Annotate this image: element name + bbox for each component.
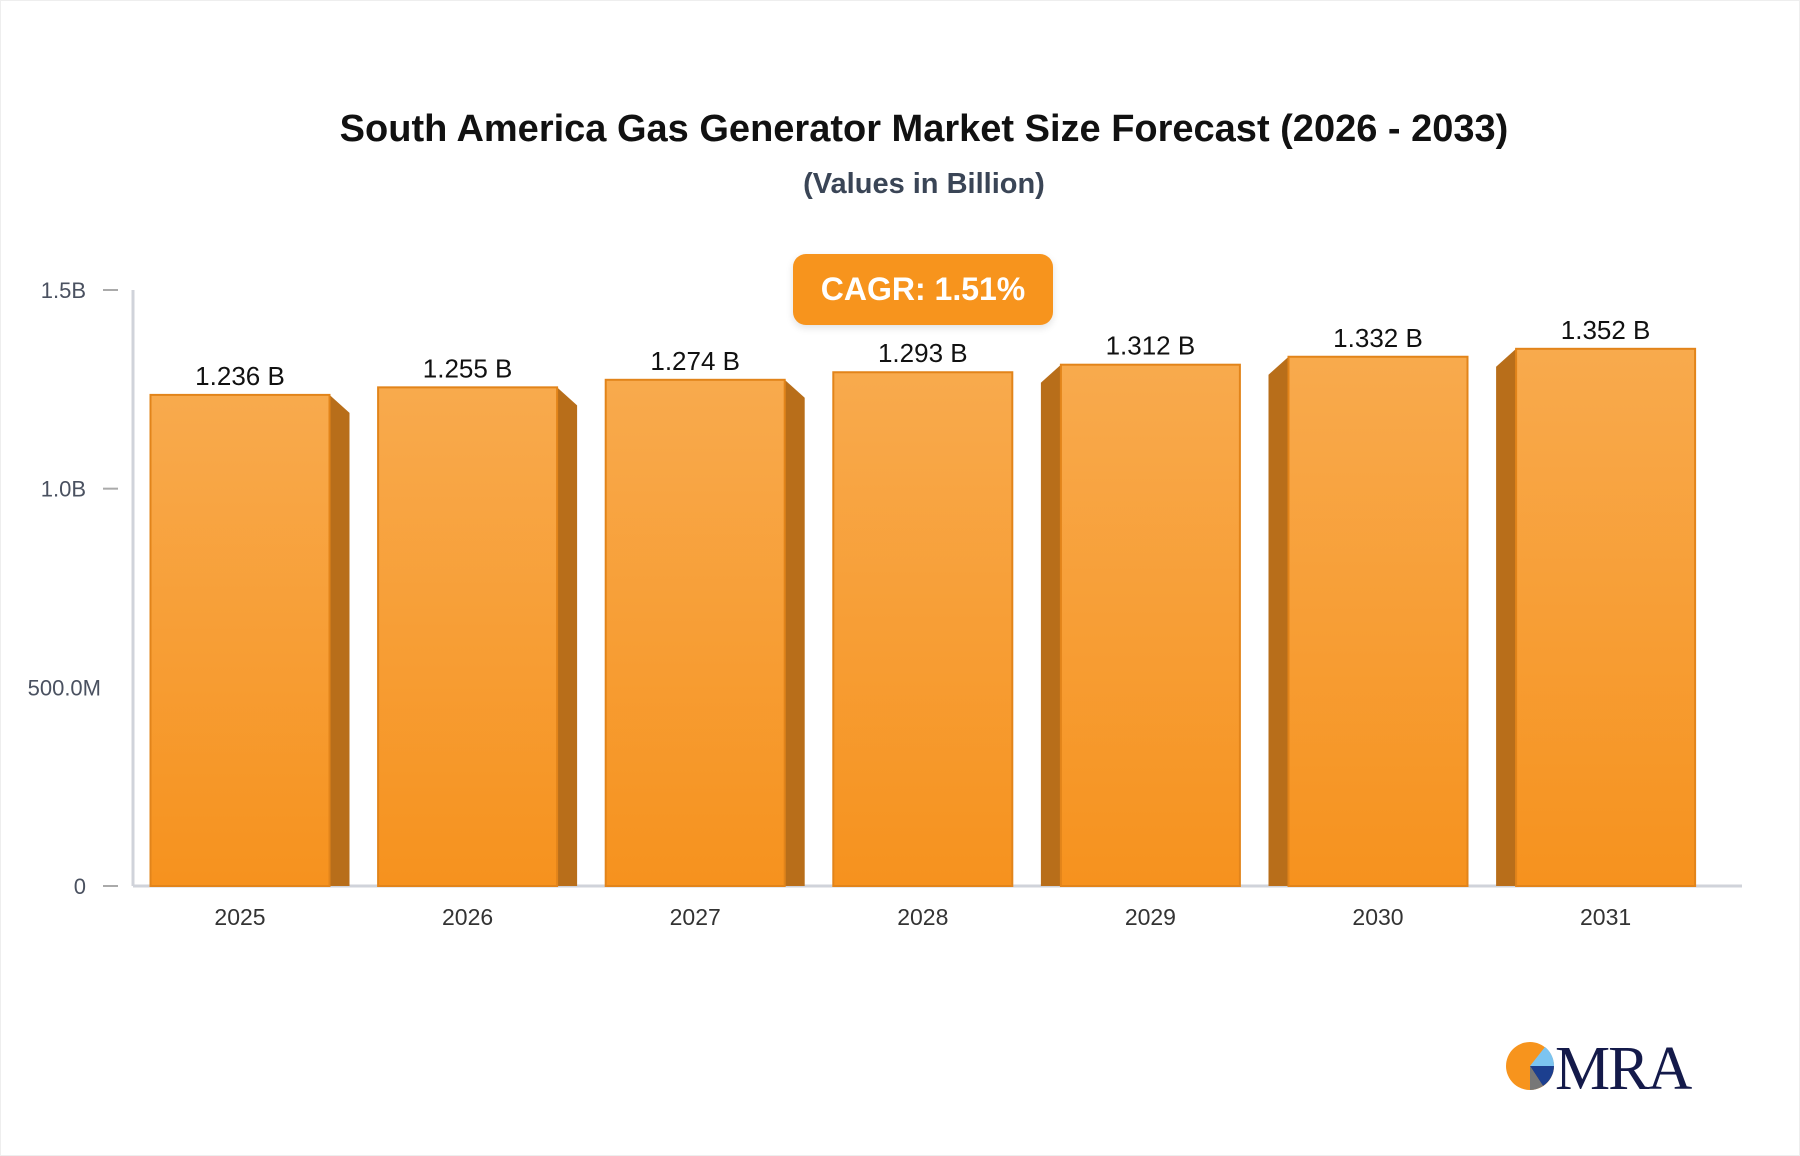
data-label: 1.236 B [195, 361, 285, 391]
bar-2031 [1515, 347, 1697, 887]
bar-2029 [1059, 363, 1241, 887]
data-label: 1.274 B [650, 346, 740, 376]
x-tick-label: 2030 [1352, 904, 1403, 930]
y-tick-label: 1.5B [41, 278, 86, 303]
x-tick-label: 2031 [1580, 904, 1631, 930]
bar-2025 [149, 393, 331, 887]
data-label: 1.332 B [1333, 323, 1423, 353]
bar-side [557, 387, 578, 886]
data-label: 1.293 B [878, 338, 968, 368]
chart-title: South America Gas Generator Market Size … [339, 108, 1509, 150]
x-tick-label: 2029 [1125, 904, 1176, 930]
bar-2027 [604, 378, 786, 887]
pie-logo-icon [1506, 1042, 1555, 1090]
bar-2028 [832, 371, 1014, 887]
data-label: 1.255 B [423, 353, 513, 383]
bar-side [329, 394, 350, 886]
bar-side [1268, 356, 1289, 886]
x-tick-label: 2028 [897, 904, 948, 930]
x-tick-label: 2026 [442, 904, 493, 930]
chart-subtitle: (Values in Billion) [803, 168, 1045, 200]
data-label: 1.352 B [1561, 315, 1651, 345]
mra-logo: MRA [1505, 1035, 1695, 1103]
logo-text: MRA [1555, 1035, 1692, 1103]
y-tick-label: 0 [74, 874, 86, 899]
y-tick-label: 500.0M [28, 675, 101, 700]
y-tick-label: 1.0B [41, 477, 86, 502]
cagr-badge: CAGR: 1.51% [793, 254, 1053, 325]
x-tick-label: 2025 [214, 904, 265, 930]
data-label: 1.312 B [1106, 331, 1196, 361]
bar-side [1496, 348, 1517, 887]
bar-side [784, 379, 805, 886]
bar-side [1040, 364, 1061, 886]
bar-2026 [377, 386, 559, 887]
bar-2030 [1287, 355, 1469, 887]
x-tick-label: 2027 [670, 904, 721, 930]
